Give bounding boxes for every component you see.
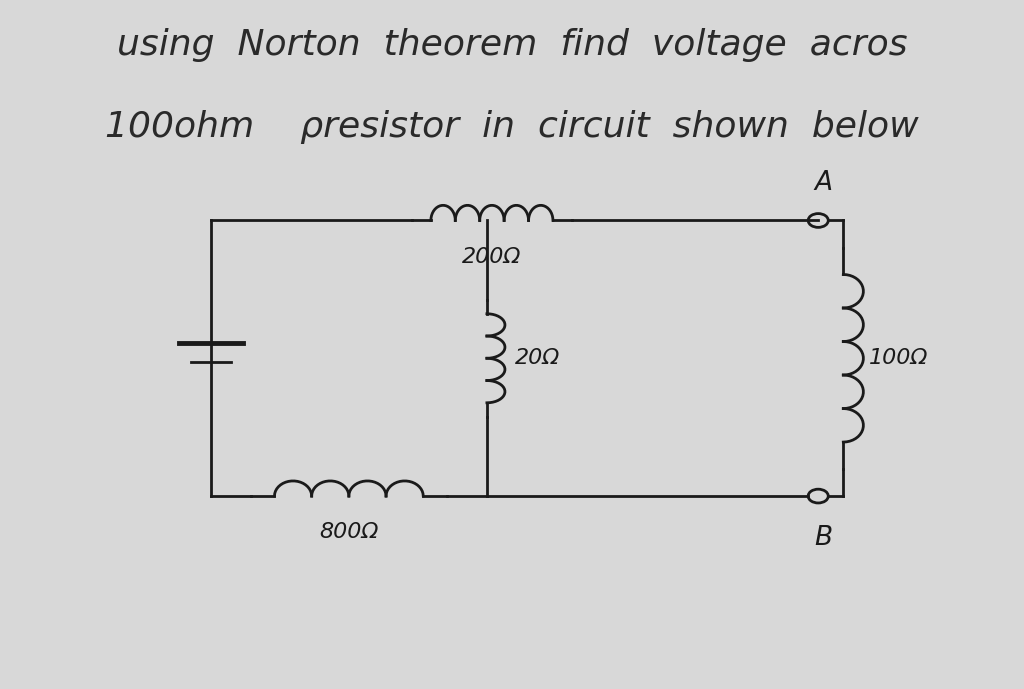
Text: 100Ω: 100Ω xyxy=(868,348,928,369)
Text: 20Ω: 20Ω xyxy=(515,348,560,369)
Text: B: B xyxy=(814,525,833,551)
Text: A: A xyxy=(814,170,833,196)
Text: using  Norton  theorem  find  voltage  acros: using Norton theorem find voltage acros xyxy=(117,28,907,61)
Text: 100ohm    ρresistor  in  circuit  shown  below: 100ohm ρresistor in circuit shown below xyxy=(105,110,919,144)
Text: 800Ω: 800Ω xyxy=(319,522,379,542)
Text: 200Ω: 200Ω xyxy=(462,247,521,267)
